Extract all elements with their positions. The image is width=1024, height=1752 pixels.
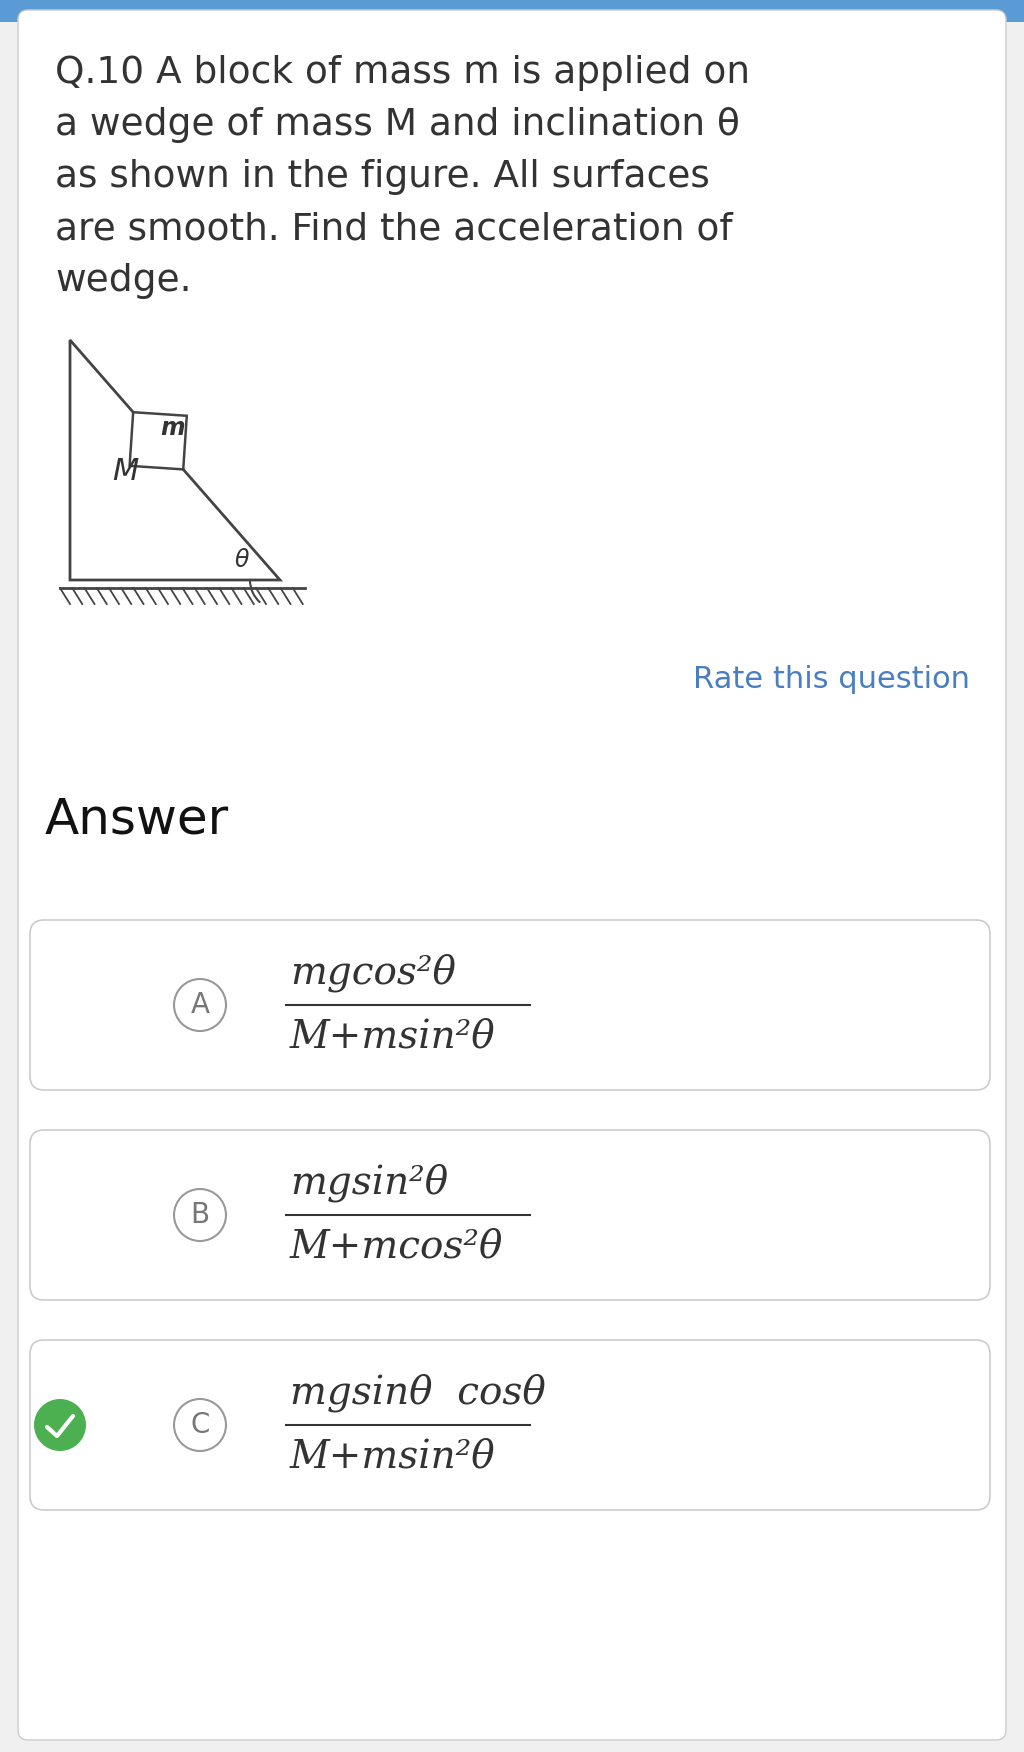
Text: M+mcos²θ: M+mcos²θ — [290, 1228, 504, 1265]
FancyBboxPatch shape — [18, 11, 1006, 1740]
FancyBboxPatch shape — [30, 1130, 990, 1300]
FancyBboxPatch shape — [30, 1340, 990, 1510]
Bar — [0, 0, 1024, 23]
Text: wedge.: wedge. — [55, 263, 191, 300]
Text: as shown in the figure. All surfaces: as shown in the figure. All surfaces — [55, 159, 710, 194]
Text: Rate this question: Rate this question — [693, 666, 970, 694]
Text: A: A — [190, 992, 210, 1020]
Polygon shape — [130, 412, 186, 470]
Text: C: C — [190, 1410, 210, 1438]
Text: are smooth. Find the acceleration of: are smooth. Find the acceleration of — [55, 210, 732, 247]
Text: B: B — [190, 1202, 210, 1228]
Text: M+msin²θ: M+msin²θ — [290, 1018, 496, 1055]
FancyBboxPatch shape — [30, 920, 990, 1090]
Text: Q.10 A block of mass m is applied on: Q.10 A block of mass m is applied on — [55, 54, 750, 91]
Text: M+msin²θ: M+msin²θ — [290, 1438, 496, 1475]
Text: θ: θ — [234, 548, 249, 571]
Text: m: m — [160, 417, 184, 440]
Text: mgcos²θ: mgcos²θ — [290, 953, 456, 992]
Text: Answer: Answer — [45, 795, 229, 843]
Text: M: M — [112, 457, 138, 487]
Text: mgsin²θ: mgsin²θ — [290, 1163, 449, 1202]
Circle shape — [34, 1400, 86, 1451]
Text: a wedge of mass M and inclination θ: a wedge of mass M and inclination θ — [55, 107, 740, 144]
Text: mgsinθ  cosθ: mgsinθ cosθ — [290, 1374, 546, 1412]
